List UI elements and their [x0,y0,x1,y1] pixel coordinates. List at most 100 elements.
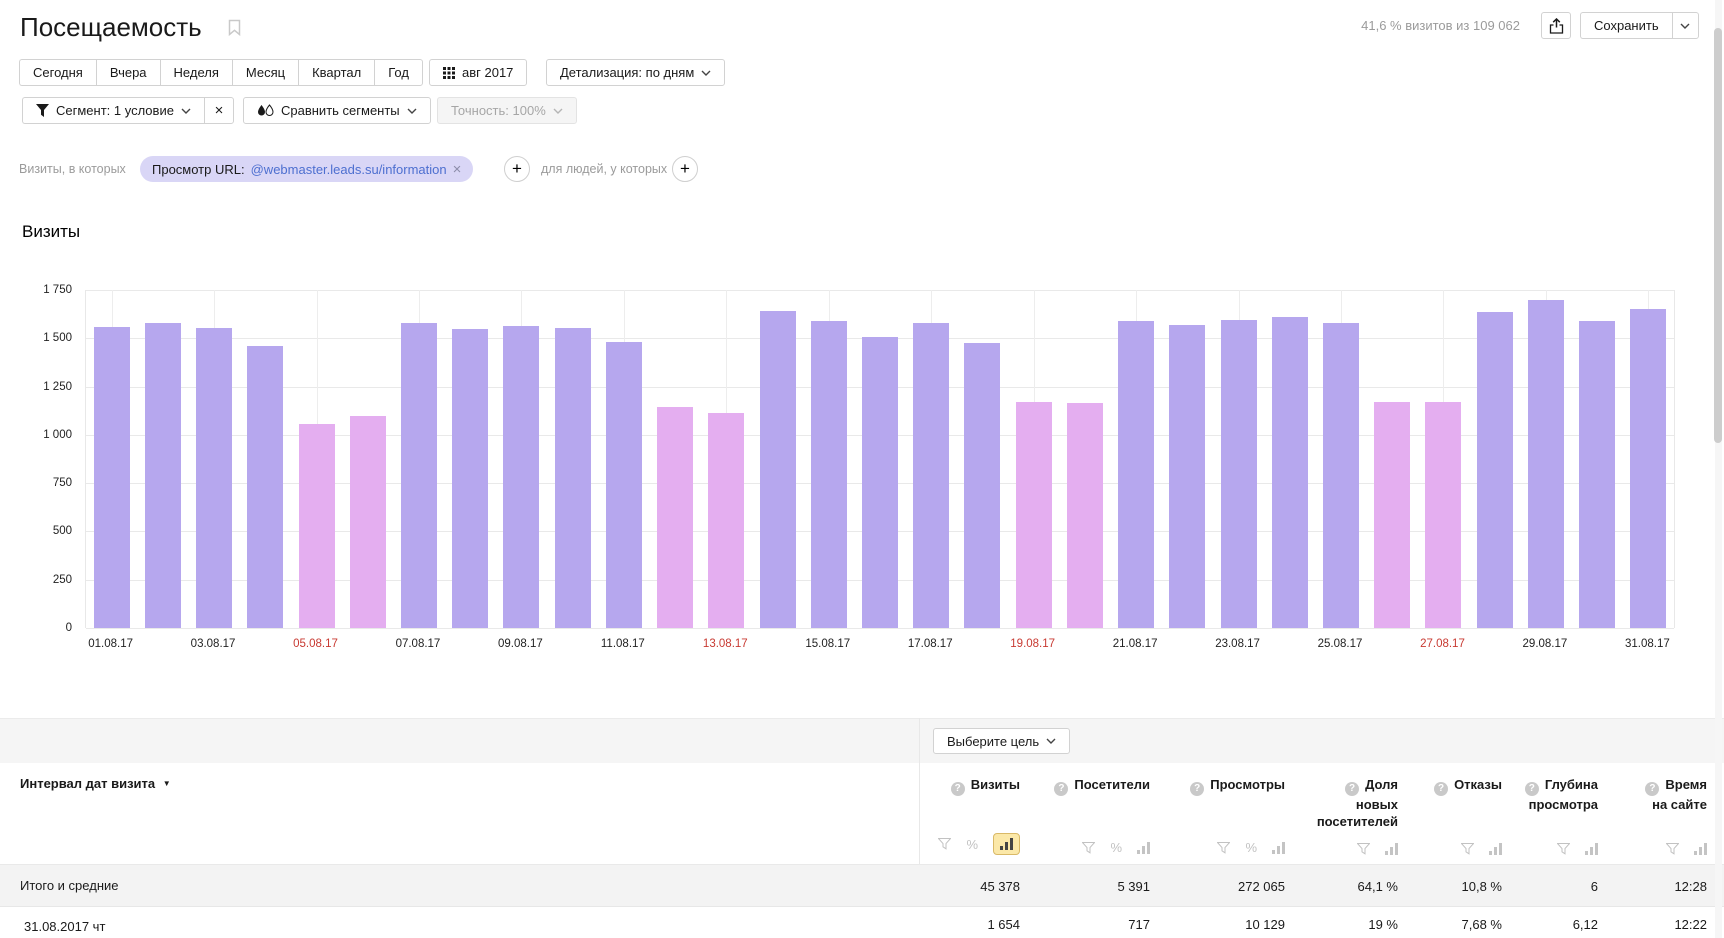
help-icon[interactable]: ? [1345,781,1360,796]
bar[interactable] [862,337,898,628]
chart-mode-button[interactable] [1585,843,1598,855]
bar[interactable] [1476,312,1513,628]
filter-button[interactable] [1461,843,1474,855]
bar[interactable] [400,322,437,628]
add-visit-condition-button[interactable]: + [504,156,530,182]
help-icon[interactable]: ? [1054,781,1069,796]
chart-mode-button[interactable] [1694,843,1707,855]
filter-button[interactable] [1557,843,1570,855]
compare-segments-button[interactable]: Сравнить сегменты [243,97,431,124]
help-icon[interactable]: ? [1190,781,1205,796]
filter-button[interactable] [1666,843,1679,855]
percent-mode-button[interactable]: % [1110,840,1122,855]
bar[interactable] [503,325,540,628]
select-goal-button[interactable]: Выберите цель [933,728,1071,754]
bar[interactable] [964,343,1001,628]
bar[interactable] [1015,402,1052,628]
compare-segments-label: Сравнить сегменты [281,103,400,118]
accuracy-button[interactable]: Точность: 100% [437,97,577,124]
help-icon[interactable]: ? [1434,781,1449,796]
period-button-5[interactable]: Год [374,59,423,86]
bar[interactable] [1220,319,1257,628]
export-button[interactable] [1541,12,1571,39]
segment-label: Сегмент: 1 условие [56,103,174,118]
period-button-2[interactable]: Неделя [159,59,232,86]
table-row[interactable]: 31.08.2017 чт 1 654 717 10 129 19 % 7,68 % 6,… [0,908,1724,938]
scrollbar-track[interactable] [1715,0,1722,938]
row-value-6: 6,12 [1572,917,1598,932]
bar[interactable] [810,320,847,628]
x-tick-label: 03.08.17 [190,638,236,650]
detail-level-button[interactable]: Детализация: по дням [546,59,726,86]
chip-remove-icon[interactable]: × [452,160,462,178]
bar[interactable] [1425,402,1462,628]
bar[interactable] [93,326,130,628]
url-filter-chip[interactable]: Просмотр URL: @webmaster.leads.su/inform… [140,156,474,182]
segment-button[interactable]: Сегмент: 1 условие [22,97,204,124]
chip-url-value[interactable]: @webmaster.leads.su/information [250,161,447,177]
bar-chart-icon [1385,843,1398,855]
filter-funnel-icon [1357,843,1370,855]
bar[interactable] [247,346,284,628]
column-header-line: ? Глубина [1502,776,1598,796]
column-sort-controls [1557,843,1598,855]
filter-button[interactable] [938,838,952,850]
period-button-0[interactable]: Сегодня [19,59,96,86]
filter-button[interactable] [1217,841,1231,854]
bar[interactable] [1630,308,1667,628]
column-header-4: ? Доля новых посетителей [1285,762,1398,864]
bar[interactable] [196,327,233,628]
bar[interactable] [1271,317,1308,628]
help-icon[interactable]: ? [1524,781,1539,796]
chart-mode-button[interactable] [1385,843,1398,855]
bar[interactable] [554,327,591,628]
percent-mode-button[interactable]: % [1245,840,1257,855]
bar[interactable] [298,424,335,628]
bar[interactable] [452,328,489,628]
bar[interactable] [349,415,386,628]
bar[interactable] [708,412,745,628]
help-icon[interactable]: ? [1645,781,1660,796]
period-button-3[interactable]: Месяц [231,59,299,86]
segment-clear-button[interactable]: × [203,97,234,124]
totals-value-7: 12:28 [1674,879,1707,894]
chart-mode-button[interactable] [1489,843,1502,855]
period-button-4[interactable]: Квартал [298,59,375,86]
chart-section-title: Визиты [22,222,81,241]
bar[interactable] [913,322,950,628]
bar[interactable] [605,342,642,628]
percent-mode-button[interactable]: % [966,836,978,852]
date-interval-column-header[interactable]: Интервал дат визита ▼ [20,776,171,791]
period-button-1[interactable]: Вчера [95,59,160,86]
chart-mode-button[interactable] [993,833,1020,855]
column-header-line: ? Доля [1285,776,1398,796]
date-range-button[interactable]: авг 2017 [429,59,528,86]
chart-mode-button[interactable] [1137,841,1150,854]
column-header-line: просмотра [1528,796,1598,812]
filter-button[interactable] [1082,841,1096,854]
save-options-button[interactable] [1671,12,1699,39]
filter-button[interactable] [1357,843,1370,855]
select-goal-label: Выберите цель [947,733,1040,749]
chart-mode-button[interactable] [1272,841,1285,854]
help-icon[interactable]: ? [950,781,965,796]
bar[interactable] [144,322,181,628]
column-sort-controls: % [1217,840,1285,855]
bar[interactable] [657,406,694,628]
save-button[interactable]: Сохранить [1580,12,1672,39]
y-tick-label: 1 500 [43,332,72,345]
gridline-h [86,290,1674,291]
bar[interactable] [1527,299,1564,628]
bar[interactable] [1579,320,1616,628]
add-people-condition-button[interactable]: + [672,156,698,182]
y-tick-label: 500 [52,525,72,538]
x-tick-label: 25.08.17 [1317,638,1363,650]
bar[interactable] [1169,324,1206,628]
bookmark-icon[interactable] [228,19,241,41]
bar[interactable] [1323,322,1360,628]
bar[interactable] [1118,320,1155,628]
bar[interactable] [1066,403,1103,628]
bar[interactable] [1374,402,1411,628]
scrollbar-thumb[interactable] [1714,28,1722,443]
bar[interactable] [759,311,796,628]
